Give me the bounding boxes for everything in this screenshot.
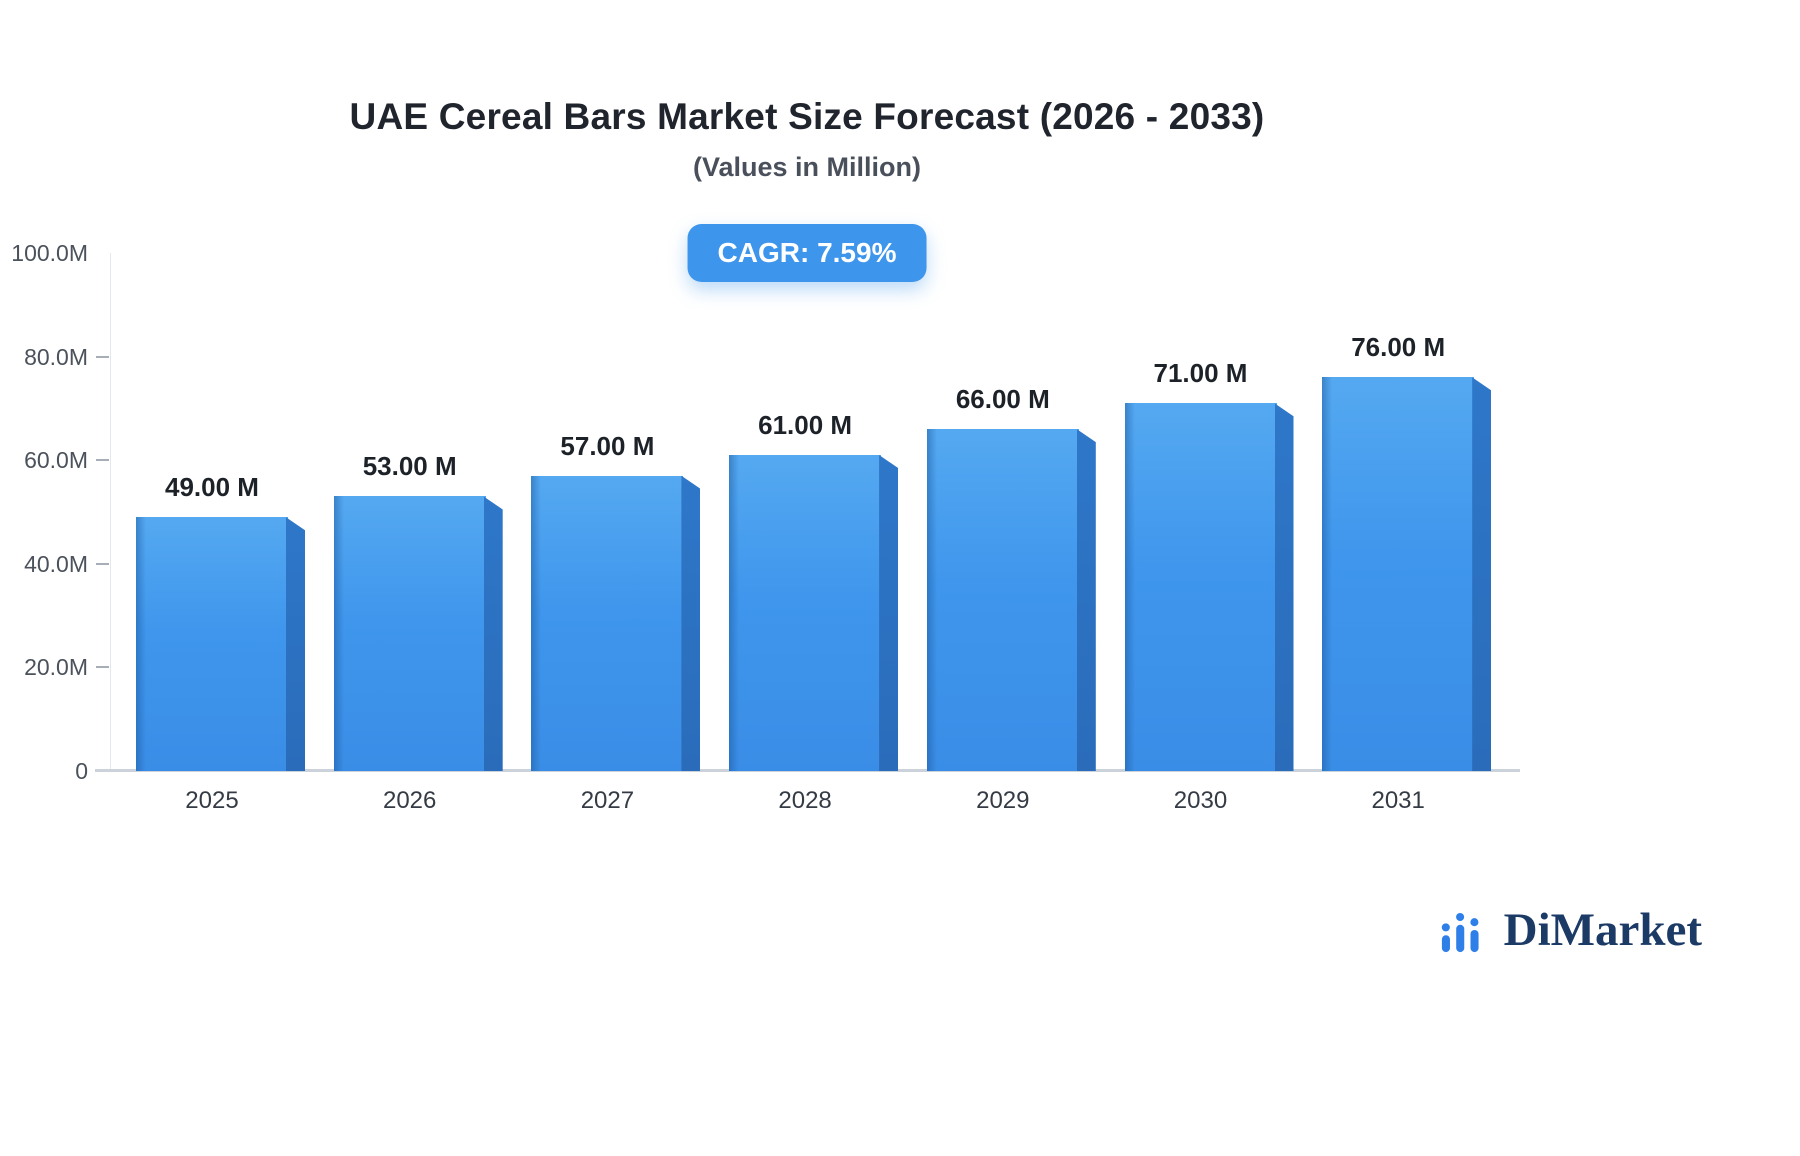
bar-left-shade (333, 496, 344, 771)
brand-logo: DiMarket (1438, 903, 1702, 957)
bar-3d-side (1472, 377, 1492, 771)
x-axis-category-label: 2031 (1371, 787, 1425, 814)
bar-value-label: 57.00 M (560, 430, 655, 461)
x-axis-category-label: 2030 (1173, 787, 1228, 814)
bar-group: 76.00 M 2031 (1322, 253, 1492, 814)
bar (136, 517, 288, 771)
bar-left-shade (1322, 377, 1333, 771)
bar-group: 66.00 M 2029 (926, 253, 1097, 814)
x-axis-category-label: 2029 (976, 787, 1030, 814)
bar-group: 71.00 M 2030 (1124, 253, 1295, 814)
bar-left-shade (136, 517, 146, 771)
y-axis-tick-mark (96, 355, 109, 358)
bar-chart-logo-icon (1438, 904, 1490, 956)
x-axis-category-label: 2025 (185, 787, 239, 814)
bar-3d-side (681, 475, 701, 771)
bar-value-label: 49.00 M (165, 472, 259, 503)
bar-3d-side (879, 455, 899, 771)
plot-area: 49.00 M 2025 53.00 M 2026 57.00 M 2027 61.00 M… (110, 253, 1520, 814)
x-axis-category-label: 2027 (580, 787, 635, 814)
y-axis: 100.0M 80.0M 60.0M 40.0M 20.0M 0 (0, 240, 110, 784)
bar (531, 475, 684, 771)
bar (1322, 377, 1475, 771)
y-axis-tick-label: 0 (75, 758, 88, 784)
bar-3d-side (483, 496, 503, 771)
chart-subtitle: (Values in Million) (692, 152, 922, 182)
y-axis-tick-label: 60.0M (24, 447, 88, 474)
chart-header: UAE Cereal Bars Market Size Forecast (20… (0, 0, 1614, 183)
bar-left-shade (1124, 403, 1135, 771)
bar-3d-side (286, 517, 305, 771)
brand-name: DiMarket (1503, 904, 1702, 956)
bar-group: 57.00 M 2027 (531, 253, 701, 814)
bar-value-label: 66.00 M (955, 384, 1050, 415)
bar-group: 61.00 M 2028 (729, 253, 899, 814)
bar-value-label: 53.00 M (362, 451, 457, 482)
bar (333, 496, 486, 771)
y-axis-tick-label: 40.0M (24, 550, 88, 577)
bar-3d-side (1274, 403, 1294, 771)
x-axis-category-label: 2028 (778, 787, 832, 814)
bar (926, 429, 1079, 771)
bar-left-shade (729, 455, 740, 771)
y-axis-line (110, 253, 111, 771)
bar-value-label: 76.00 M (1351, 332, 1446, 363)
bar-left-shade (531, 475, 542, 771)
bar (1124, 403, 1277, 771)
y-axis-tick-label: 20.0M (24, 654, 88, 681)
bar-left-shade (926, 429, 937, 771)
y-axis-tick-label: 80.0M (24, 343, 88, 370)
bar-group: 49.00 M 2025 (136, 253, 306, 814)
bar (729, 455, 882, 771)
bar-group: 53.00 M 2026 (333, 253, 504, 814)
bar-value-label: 61.00 M (758, 410, 853, 441)
y-axis-tick-mark (96, 666, 109, 669)
bar-3d-side (1076, 429, 1096, 771)
y-axis-tick-mark (96, 562, 109, 565)
y-axis-tick-mark (96, 459, 109, 462)
chart-title: UAE Cereal Bars Market Size Forecast (20… (349, 96, 1265, 137)
x-axis-category-label: 2026 (382, 787, 437, 814)
cagr-badge: CAGR: 7.59% (687, 224, 927, 282)
bar-value-label: 71.00 M (1153, 358, 1248, 389)
y-axis-tick-label: 100.0M (11, 240, 88, 266)
